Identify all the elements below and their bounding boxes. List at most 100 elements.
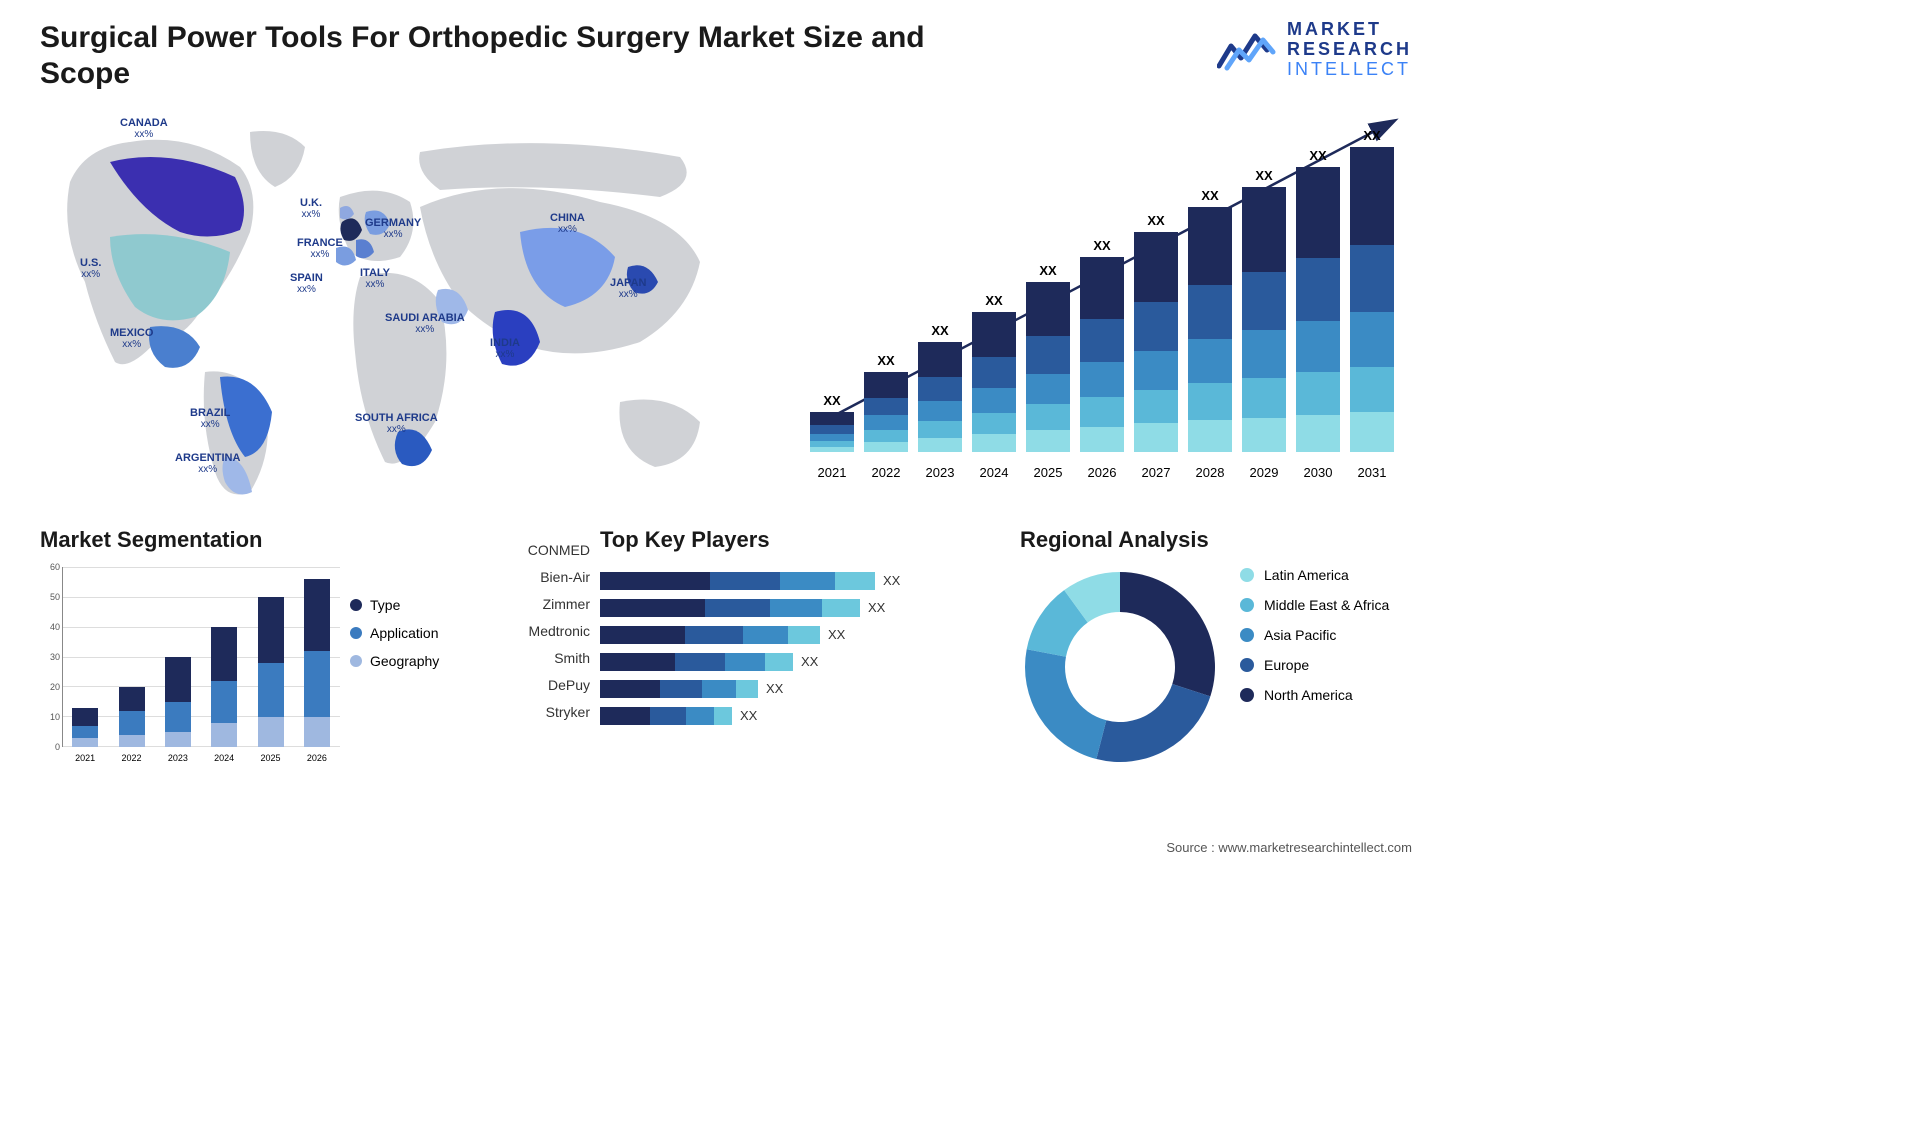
growth-x-label: 2026 — [1080, 465, 1124, 480]
page-title: Surgical Power Tools For Orthopedic Surg… — [40, 20, 940, 92]
seg-bar: 2021 — [72, 708, 98, 747]
seg-legend-item: Geography — [350, 653, 470, 669]
map-label: SAUDI ARABIAxx% — [385, 312, 465, 335]
map-label: GERMANYxx% — [365, 217, 421, 240]
player-bar-row: XX — [600, 594, 990, 621]
map-label: SPAINxx% — [290, 272, 323, 295]
seg-ytick: 40 — [50, 622, 60, 632]
seg-bar: 2025 — [258, 597, 284, 747]
growth-bar — [1026, 282, 1070, 452]
region-title: Regional Analysis — [1020, 527, 1412, 553]
player-name: Smith — [500, 645, 590, 672]
player-bar-value: XX — [740, 708, 757, 723]
growth-bar — [1188, 207, 1232, 452]
growth-x-label: 2021 — [810, 465, 854, 480]
player-bar-row: XX — [600, 702, 990, 729]
seg-x-label: 2022 — [117, 753, 147, 763]
growth-x-label: 2025 — [1026, 465, 1070, 480]
growth-x-label: 2029 — [1242, 465, 1286, 480]
map-label: ARGENTINAxx% — [175, 452, 240, 475]
seg-legend-item: Type — [350, 597, 470, 613]
growth-bar-value: XX — [1080, 238, 1124, 253]
seg-x-label: 2024 — [209, 753, 239, 763]
map-label: CANADAxx% — [120, 117, 168, 140]
player-name: Zimmer — [500, 591, 590, 618]
map-label: U.S.xx% — [80, 257, 101, 280]
growth-bar-value: XX — [918, 323, 962, 338]
seg-ytick: 10 — [50, 712, 60, 722]
growth-x-label: 2028 — [1188, 465, 1232, 480]
player-bar-row: XX — [600, 621, 990, 648]
region-legend-item: Middle East & Africa — [1240, 597, 1389, 613]
player-name: Stryker — [500, 699, 590, 726]
growth-x-label: 2031 — [1350, 465, 1394, 480]
region-legend-item: North America — [1240, 687, 1389, 703]
map-label: INDIAxx% — [490, 337, 520, 360]
seg-bar: 2023 — [165, 657, 191, 747]
growth-bar-value: XX — [1296, 148, 1340, 163]
growth-bar — [918, 342, 962, 452]
region-legend-item: Asia Pacific — [1240, 627, 1389, 643]
growth-chart-panel: XX2021XX2022XX2023XX2024XX2025XX2026XX20… — [802, 112, 1412, 492]
logo-line3: INTELLECT — [1287, 60, 1412, 80]
growth-bar-value: XX — [1350, 128, 1394, 143]
growth-x-label: 2027 — [1134, 465, 1178, 480]
donut-slice — [1096, 684, 1210, 762]
player-name: CONMED — [500, 537, 590, 564]
source-text: Source : www.marketresearchintellect.com — [1166, 840, 1412, 855]
seg-ytick: 0 — [55, 742, 60, 752]
growth-bar — [1296, 167, 1340, 452]
growth-x-label: 2023 — [918, 465, 962, 480]
seg-x-label: 2026 — [302, 753, 332, 763]
seg-x-label: 2023 — [163, 753, 193, 763]
growth-bar — [1350, 147, 1394, 452]
seg-ytick: 60 — [50, 562, 60, 572]
player-name: Medtronic — [500, 618, 590, 645]
seg-bar: 2022 — [119, 687, 145, 747]
growth-bar-value: XX — [972, 293, 1016, 308]
region-legend-item: Latin America — [1240, 567, 1389, 583]
logo-mark-icon — [1217, 28, 1277, 72]
growth-x-label: 2030 — [1296, 465, 1340, 480]
player-bar-value: XX — [828, 627, 845, 642]
map-label: JAPANxx% — [610, 277, 646, 300]
map-label: CHINAxx% — [550, 212, 585, 235]
map-label: MEXICOxx% — [110, 327, 153, 350]
player-bar-row: XX — [600, 648, 990, 675]
region-legend-item: Europe — [1240, 657, 1389, 673]
seg-ytick: 50 — [50, 592, 60, 602]
map-label: ITALYxx% — [360, 267, 390, 290]
seg-ytick: 30 — [50, 652, 60, 662]
players-panel: CONMEDBien-AirZimmerMedtronicSmithDePuyS… — [500, 527, 990, 767]
donut-slice — [1025, 649, 1106, 759]
growth-x-label: 2024 — [972, 465, 1016, 480]
seg-legend-item: Application — [350, 625, 470, 641]
seg-bar: 2024 — [211, 627, 237, 747]
seg-x-label: 2021 — [70, 753, 100, 763]
player-bar-row: XX — [600, 567, 990, 594]
seg-ytick: 20 — [50, 682, 60, 692]
player-bar-value: XX — [801, 654, 818, 669]
growth-bar-value: XX — [1242, 168, 1286, 183]
player-bar-value: XX — [883, 573, 900, 588]
seg-x-label: 2025 — [256, 753, 286, 763]
growth-bar — [1134, 232, 1178, 452]
map-label: SOUTH AFRICAxx% — [355, 412, 438, 435]
seg-bar: 2026 — [304, 579, 330, 747]
world-map-icon — [40, 112, 740, 502]
logo-line1: MARKET — [1287, 20, 1412, 40]
donut-chart — [1020, 567, 1220, 767]
growth-bar — [972, 312, 1016, 452]
growth-bar — [864, 372, 908, 452]
growth-bar — [810, 412, 854, 452]
growth-bar-value: XX — [810, 393, 854, 408]
growth-bar-value: XX — [1026, 263, 1070, 278]
map-label: U.K.xx% — [300, 197, 322, 220]
player-bar-value: XX — [766, 681, 783, 696]
brand-logo: MARKET RESEARCH INTELLECT — [1217, 20, 1412, 79]
map-label: FRANCExx% — [297, 237, 343, 260]
world-map-panel: CANADAxx%U.S.xx%MEXICOxx%BRAZILxx%ARGENT… — [40, 112, 772, 502]
growth-bar — [1080, 257, 1124, 452]
segmentation-panel: Market Segmentation 0102030405060 202120… — [40, 527, 470, 767]
donut-slice — [1120, 572, 1215, 696]
